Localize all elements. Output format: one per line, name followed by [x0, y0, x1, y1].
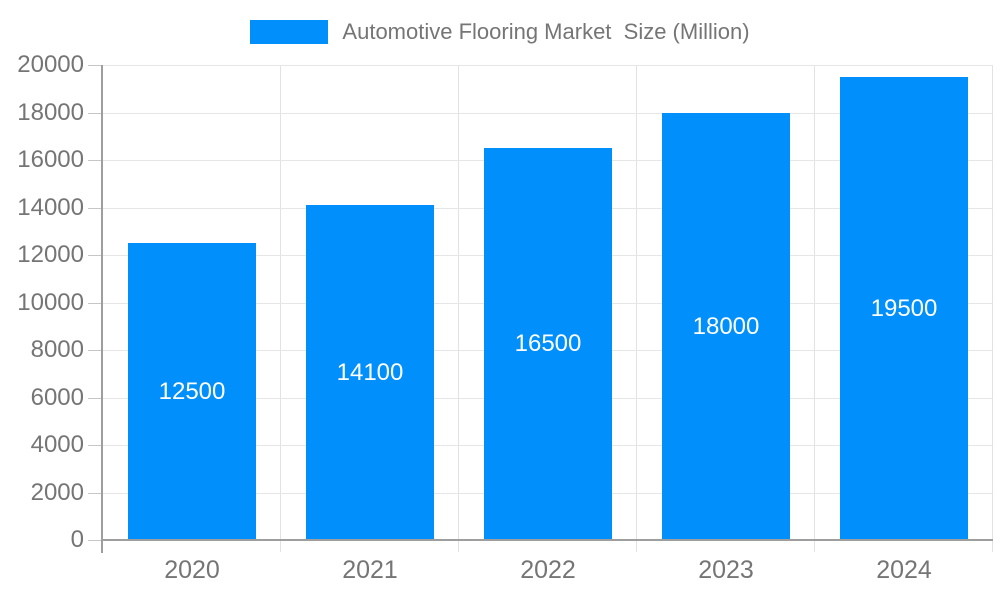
category-gridline: [636, 65, 637, 552]
x-axis-label: 2023: [698, 556, 754, 584]
bar-value-label: 18000: [692, 313, 760, 340]
y-axis-tick: [88, 113, 103, 114]
y-axis-tick: [88, 445, 103, 446]
y-axis-tick: [88, 493, 103, 494]
x-axis-line: [103, 539, 993, 541]
y-axis-tick: [88, 160, 103, 161]
category-gridline: [280, 65, 281, 552]
gridline: [103, 113, 993, 114]
y-axis-label: 16000: [17, 146, 84, 173]
x-axis-label: 2024: [876, 556, 932, 584]
category-gridline: [458, 65, 459, 552]
bar-2022[interactable]: 16500: [484, 148, 612, 540]
y-axis-tick: [88, 208, 103, 209]
y-axis-label: 6000: [30, 384, 84, 411]
category-gridline: [814, 65, 815, 552]
y-axis-label: 2000: [30, 479, 84, 506]
category-gridline: [992, 65, 993, 552]
y-axis-label: 0: [70, 526, 84, 553]
y-axis-label: 10000: [17, 289, 84, 316]
plot-area: 12500 14100 16500 18000 19500: [103, 65, 993, 552]
x-axis-label: 2020: [164, 556, 220, 584]
gridline: [103, 65, 993, 66]
y-axis-label: 12000: [17, 241, 84, 268]
y-axis-tick: [88, 398, 103, 399]
y-axis-label: 18000: [17, 99, 84, 126]
bar-value-label: 14100: [336, 358, 404, 386]
legend[interactable]: Automotive Flooring Market Size (Million…: [0, 18, 1000, 46]
x-axis-label: 2021: [342, 556, 398, 584]
bar-2021[interactable]: 14100: [306, 205, 434, 540]
bar-value-label: 12500: [158, 377, 226, 405]
bar-value-label: 16500: [514, 330, 582, 357]
legend-label: Automotive Flooring Market Size (Million…: [342, 19, 750, 44]
bar-value-label: 19500: [870, 294, 938, 322]
x-axis-label: 2022: [520, 556, 576, 584]
y-axis-label: 20000: [17, 51, 84, 78]
y-axis-label: 14000: [17, 194, 84, 221]
y-axis-label: 4000: [30, 431, 84, 458]
bar-2024[interactable]: 19500: [840, 77, 968, 540]
legend-swatch: [250, 20, 329, 44]
bar-2020[interactable]: 12500: [128, 243, 256, 540]
y-axis-tick: [88, 65, 103, 66]
y-axis-tick: [88, 350, 103, 351]
y-axis-label: 8000: [30, 336, 84, 363]
y-axis-tick: [88, 540, 103, 541]
bar-2023[interactable]: 18000: [662, 113, 790, 541]
y-axis-tick: [88, 255, 103, 256]
y-axis-tick: [88, 303, 103, 304]
y-axis-line: [101, 65, 103, 553]
